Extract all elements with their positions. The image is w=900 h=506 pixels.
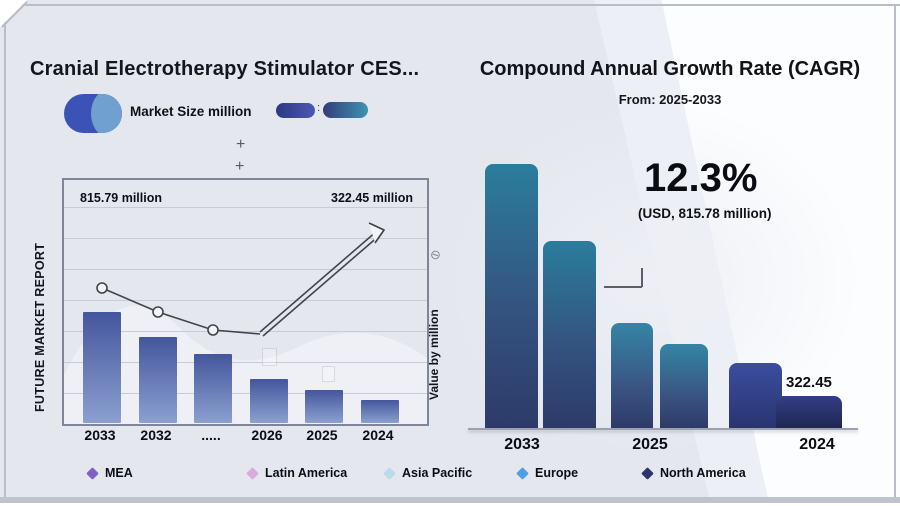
- diamond-icon: [641, 466, 654, 480]
- legend-item-mea: MEA: [86, 466, 133, 480]
- legend-item-latin-america: Latin America: [246, 466, 348, 480]
- legend-label: Latin America: [265, 466, 348, 480]
- cagr-bar-2033-a: [485, 164, 538, 428]
- market-size-chart: 815.79 million 322.45 million: [62, 178, 429, 426]
- callout-line: [641, 268, 643, 287]
- year-label: 2033: [504, 436, 540, 453]
- frame-border: [4, 4, 6, 497]
- frame-border: [0, 497, 900, 503]
- year-label: 2024: [799, 436, 835, 453]
- legend-label: Europe: [535, 466, 579, 480]
- bar-2025: [305, 390, 343, 423]
- x-label: 2032: [140, 427, 172, 443]
- plus-mark-icon: +: [236, 136, 246, 153]
- frame-border: [0, 4, 900, 6]
- ratio-pill-right-icon: [323, 102, 368, 118]
- gridline: [64, 331, 427, 332]
- x-label: 2025: [306, 427, 338, 443]
- cagr-bar-2024-a: [729, 363, 782, 428]
- legend-label: MEA: [105, 466, 133, 480]
- gridline: [64, 269, 427, 270]
- gridline: [64, 362, 427, 363]
- ratio-colon: :: [317, 102, 321, 114]
- x-label: .....: [201, 427, 221, 443]
- frame-border: [894, 4, 896, 497]
- diamond-icon: [383, 466, 396, 480]
- plus-mark-icon: +: [235, 158, 245, 175]
- capsule-icon-highlight: [91, 94, 122, 133]
- x-label: 2033: [84, 427, 116, 443]
- gridline: [64, 393, 427, 394]
- trend-line-and-arrow: [96, 222, 385, 337]
- cagr-bar-2025-a: [611, 323, 653, 428]
- end-value-label: 322.45: [786, 374, 832, 391]
- document-icon: [322, 366, 335, 382]
- callout-line: [604, 286, 642, 288]
- gridline: [64, 300, 427, 301]
- year-label: 2025: [632, 436, 668, 453]
- x-label: 2026: [251, 427, 283, 443]
- start-value-annotation: 815.79 million: [80, 191, 162, 205]
- end-value-annotation: 322.45 million: [331, 191, 413, 205]
- diamond-icon: [246, 466, 259, 480]
- bar-2032: [139, 337, 177, 423]
- bar-2033: [83, 312, 121, 423]
- future-market-report-label: FUTURE MARKET REPORT: [33, 242, 47, 412]
- legend-item-north-america: North America: [641, 466, 746, 480]
- corner-cut-line: [1, 1, 28, 28]
- left-chart-title: Cranial Electrotherapy Stimulator CES...: [30, 58, 420, 80]
- bar-2026: [250, 379, 288, 423]
- capsule-icon: [64, 94, 122, 133]
- value-axis-label: Value by million: [427, 309, 441, 400]
- gridline: [64, 238, 427, 239]
- ratio-pill-left-icon: [276, 103, 315, 118]
- cagr-base-value: (USD, 815.78 million): [638, 206, 772, 221]
- legend-label: Asia Pacific: [402, 466, 473, 480]
- market-size-label: Market Size million: [130, 104, 252, 119]
- cagr-title: Compound Annual Growth Rate (CAGR): [479, 58, 861, 80]
- document-icon: [262, 348, 277, 366]
- diamond-icon: [516, 466, 529, 480]
- cagr-subtitle: From: 2025-2033: [618, 92, 722, 107]
- diamond-icon: [86, 466, 99, 480]
- legend-item-europe: Europe: [516, 466, 579, 480]
- cagr-bar-2033-b: [543, 241, 596, 428]
- legend-item-asia-pacific: Asia Pacific: [383, 466, 473, 480]
- bar-2024: [361, 400, 399, 423]
- axis-baseline: [468, 428, 858, 430]
- frame-margin: [0, 503, 900, 506]
- cagr-value: 12.3%: [644, 156, 758, 200]
- cagr-bar-2024-b: [776, 396, 842, 428]
- gridline: [64, 207, 427, 208]
- cagr-bar-2025-b: [660, 344, 708, 428]
- bar-dots: [194, 354, 232, 423]
- x-label: 2024: [362, 427, 394, 443]
- legend-label: North America: [660, 466, 746, 480]
